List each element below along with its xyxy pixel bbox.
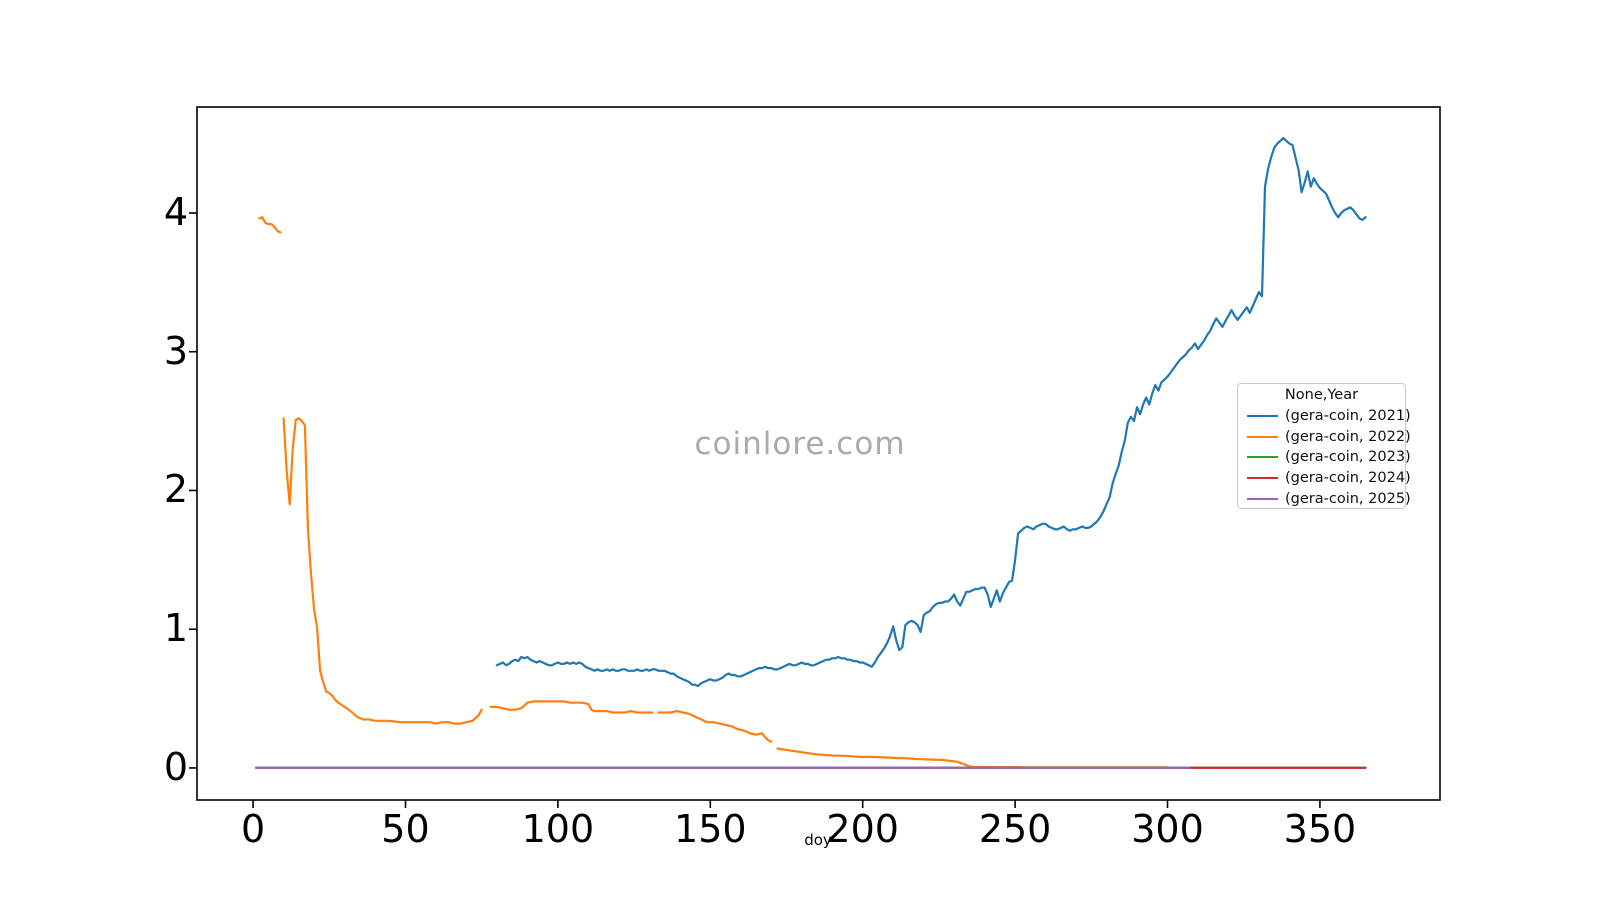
series-line-2	[657, 710, 773, 743]
legend-line-swatch	[1247, 415, 1278, 418]
legend-entry-label: (gera-coin, 2022)	[1285, 428, 1411, 445]
y-tick-label: 2	[163, 467, 188, 512]
legend-entry-label: (gera-coin, 2025)	[1285, 490, 1411, 507]
legend-line-swatch	[1247, 477, 1278, 480]
x-tick-label: 350	[1283, 807, 1357, 851]
legend: None,Year (gera-coin, 2021) (gera-coin, 2…	[1237, 383, 1411, 509]
series-line-2	[489, 700, 654, 714]
legend-entry-label: (gera-coin, 2024)	[1285, 470, 1411, 487]
legend-line-swatch	[1247, 497, 1278, 500]
y-tick-label: 4	[163, 190, 188, 235]
x-axis-label: doy	[804, 831, 832, 849]
legend-entry: (gera-coin, 2022)	[1238, 427, 1411, 448]
x-tick-label: 150	[674, 807, 747, 851]
legend-line-swatch	[1247, 456, 1278, 459]
legend-entry: (gera-coin, 2024)	[1238, 468, 1411, 489]
legend-entry-label: (gera-coin, 2023)	[1285, 449, 1411, 466]
series-line-2	[282, 417, 483, 725]
watermark: coinlore.com	[694, 426, 906, 462]
series-line-2	[258, 216, 282, 234]
y-tick-label: 1	[163, 606, 188, 651]
legend-title: None,Year	[1284, 387, 1359, 403]
x-tick-label: 50	[381, 807, 430, 851]
x-tick-label: 200	[826, 807, 899, 851]
legend-entry: (gera-coin, 2021)	[1238, 406, 1411, 427]
y-tick-label: 3	[163, 328, 188, 373]
legend-entries: (gera-coin, 2021) (gera-coin, 2022) (gera-…	[1238, 406, 1411, 509]
x-tick-label: 250	[978, 807, 1052, 851]
legend-line-swatch	[1247, 435, 1278, 438]
y-tick-label: 0	[163, 745, 188, 790]
legend-entry-label: (gera-coin, 2021)	[1285, 408, 1411, 425]
series-line-1	[495, 137, 1367, 688]
series-line-2	[776, 747, 1169, 769]
x-tick-label: 300	[1131, 807, 1204, 851]
legend-entry: (gera-coin, 2025)	[1238, 488, 1411, 509]
x-tick-label: 0	[240, 807, 266, 851]
x-tick-label: 100	[521, 807, 595, 851]
legend-entry: (gera-coin, 2023)	[1238, 447, 1411, 468]
axes-spines	[196, 106, 1441, 801]
plot-area	[189, 106, 1441, 808]
